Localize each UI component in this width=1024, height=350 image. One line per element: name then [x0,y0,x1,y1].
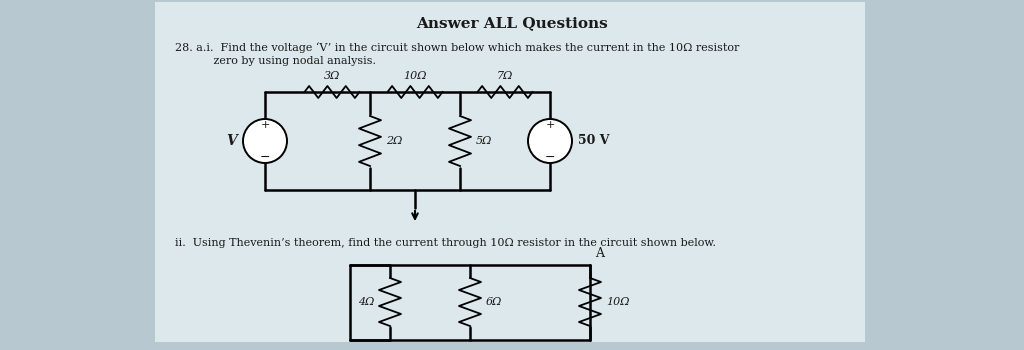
FancyBboxPatch shape [155,2,865,342]
Text: 7Ω: 7Ω [497,71,513,81]
Text: 2Ω: 2Ω [386,136,402,146]
Text: 10Ω: 10Ω [606,297,630,307]
Text: +: + [260,120,269,130]
Circle shape [528,119,572,163]
Text: A: A [595,247,604,260]
Text: −: − [545,150,555,163]
Text: +: + [546,120,555,130]
Text: 50 V: 50 V [578,134,609,147]
Text: V: V [226,134,237,148]
Text: ii.  Using Thevenin’s theorem, find the current through 10Ω resistor in the circ: ii. Using Thevenin’s theorem, find the c… [175,238,716,248]
Text: 4Ω: 4Ω [357,297,374,307]
Text: −: − [260,150,270,163]
Text: 6Ω: 6Ω [486,297,503,307]
Text: 28. a.i.  Find the voltage ‘V’ in the circuit shown below which makes the curren: 28. a.i. Find the voltage ‘V’ in the cir… [175,42,739,53]
Text: 5Ω: 5Ω [476,136,493,146]
Text: zero by using nodal analysis.: zero by using nodal analysis. [175,56,376,66]
Text: 3Ω: 3Ω [324,71,340,81]
Circle shape [243,119,287,163]
Text: 10Ω: 10Ω [403,71,427,81]
Text: Answer ALL Questions: Answer ALL Questions [416,16,608,30]
